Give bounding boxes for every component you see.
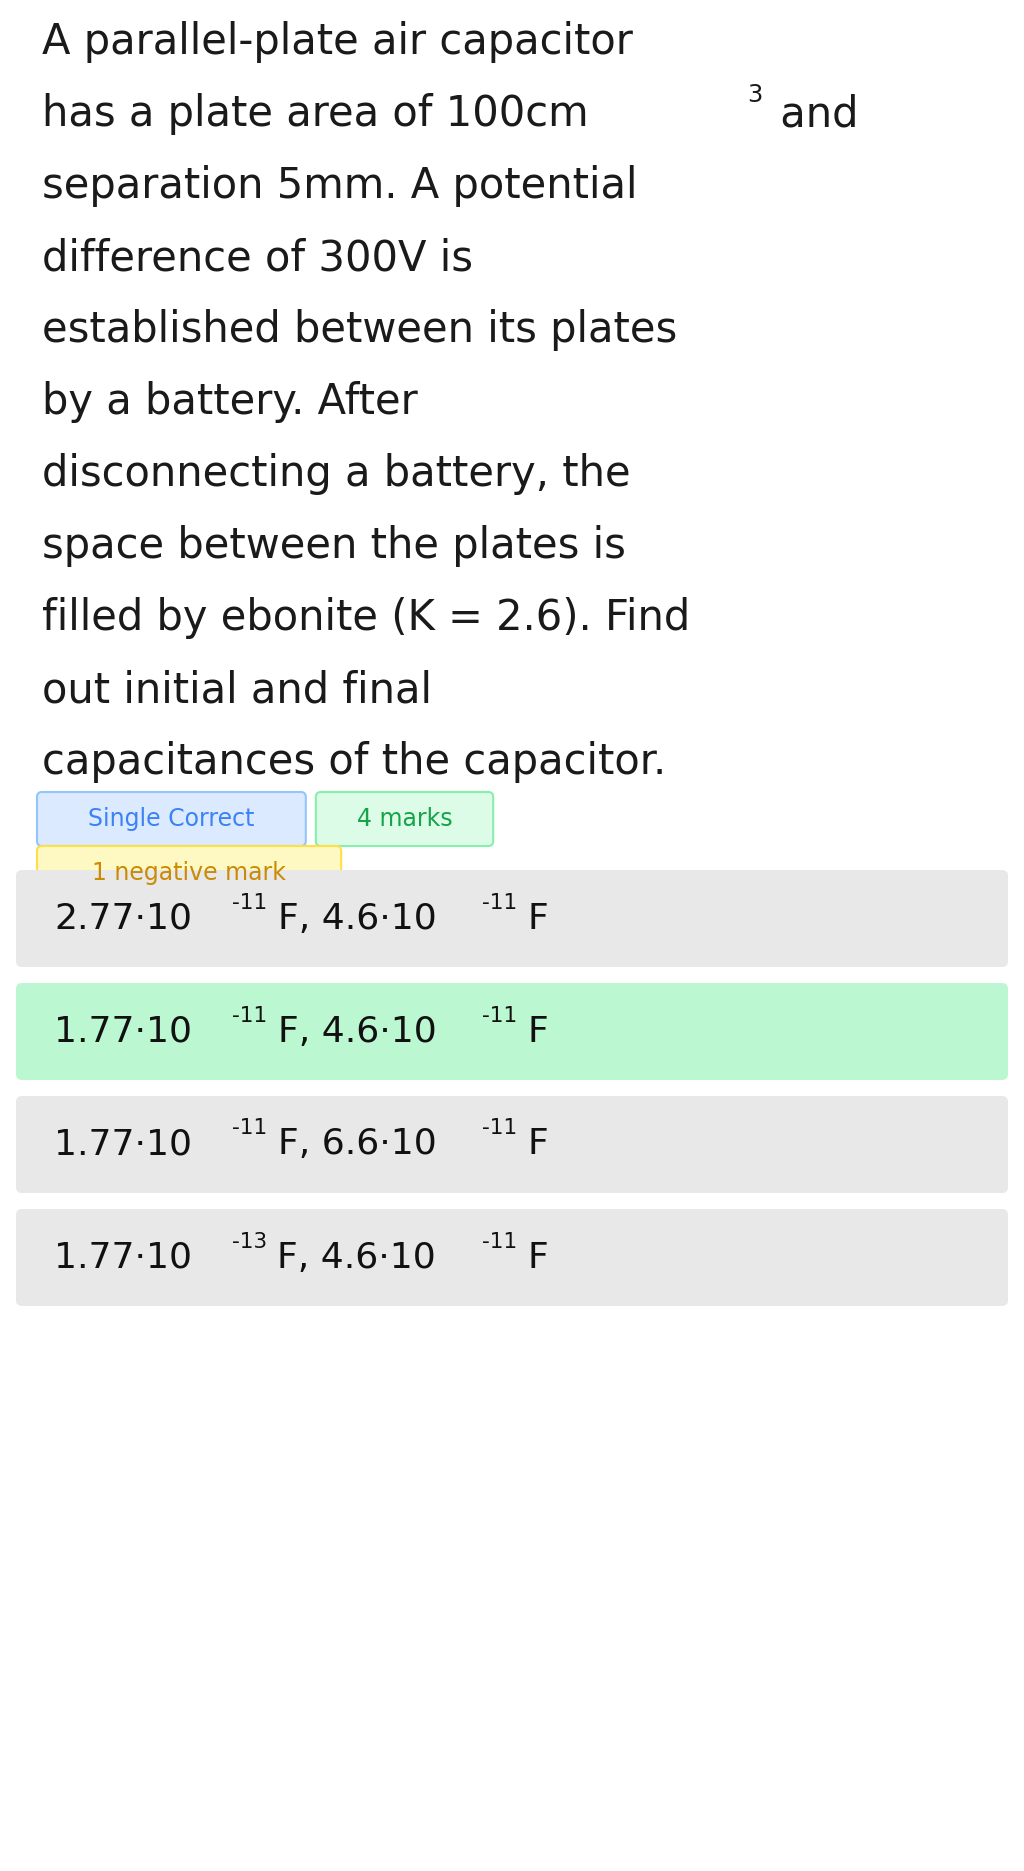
Text: disconnecting a battery, the: disconnecting a battery, the (42, 453, 631, 496)
Text: filled by ebonite (K = 2.6). Find: filled by ebonite (K = 2.6). Find (42, 597, 690, 640)
Text: -11: -11 (482, 892, 518, 913)
Text: -11: -11 (482, 1119, 518, 1138)
Text: difference of 300V is: difference of 300V is (42, 238, 473, 279)
Text: F: F (527, 902, 549, 936)
Text: F, 4.6·10: F, 4.6·10 (278, 1240, 436, 1274)
Text: 3: 3 (748, 82, 763, 107)
Text: -11: -11 (232, 892, 267, 913)
Text: separation 5mm. A potential: separation 5mm. A potential (42, 165, 638, 208)
Text: established between its plates: established between its plates (42, 309, 677, 352)
FancyBboxPatch shape (315, 791, 494, 846)
FancyBboxPatch shape (16, 1209, 1008, 1306)
Text: has a plate area of 100cm: has a plate area of 100cm (42, 94, 589, 135)
Text: 1.77·10: 1.77·10 (54, 1128, 193, 1162)
Text: 1 negative mark: 1 negative mark (92, 861, 286, 885)
Text: space between the plates is: space between the plates is (42, 526, 626, 567)
Text: F: F (527, 1240, 549, 1274)
Text: A parallel-plate air capacitor: A parallel-plate air capacitor (42, 21, 633, 64)
FancyBboxPatch shape (16, 1096, 1008, 1194)
Text: -13: -13 (232, 1231, 267, 1252)
FancyBboxPatch shape (16, 982, 1008, 1080)
FancyBboxPatch shape (16, 870, 1008, 967)
Text: F: F (527, 1014, 549, 1048)
Text: 1.77·10: 1.77·10 (54, 1014, 193, 1048)
Text: and: and (767, 94, 858, 135)
Text: -11: -11 (482, 1005, 518, 1025)
Text: capacitances of the capacitor.: capacitances of the capacitor. (42, 741, 667, 782)
Text: 4 marks: 4 marks (356, 806, 453, 831)
Text: by a battery. After: by a battery. After (42, 382, 418, 423)
Text: -11: -11 (232, 1005, 267, 1025)
Text: out initial and final: out initial and final (42, 670, 432, 711)
Text: F: F (527, 1128, 549, 1162)
Text: F, 4.6·10: F, 4.6·10 (278, 902, 436, 936)
Text: -11: -11 (482, 1231, 517, 1252)
FancyBboxPatch shape (37, 846, 341, 900)
FancyBboxPatch shape (37, 791, 306, 846)
Text: Single Correct: Single Correct (88, 806, 255, 831)
Text: -11: -11 (232, 1119, 267, 1138)
Text: F, 6.6·10: F, 6.6·10 (278, 1128, 436, 1162)
Text: F, 4.6·10: F, 4.6·10 (278, 1014, 436, 1048)
Text: 1.77·10: 1.77·10 (54, 1240, 193, 1274)
Text: 2.77·10: 2.77·10 (54, 902, 193, 936)
